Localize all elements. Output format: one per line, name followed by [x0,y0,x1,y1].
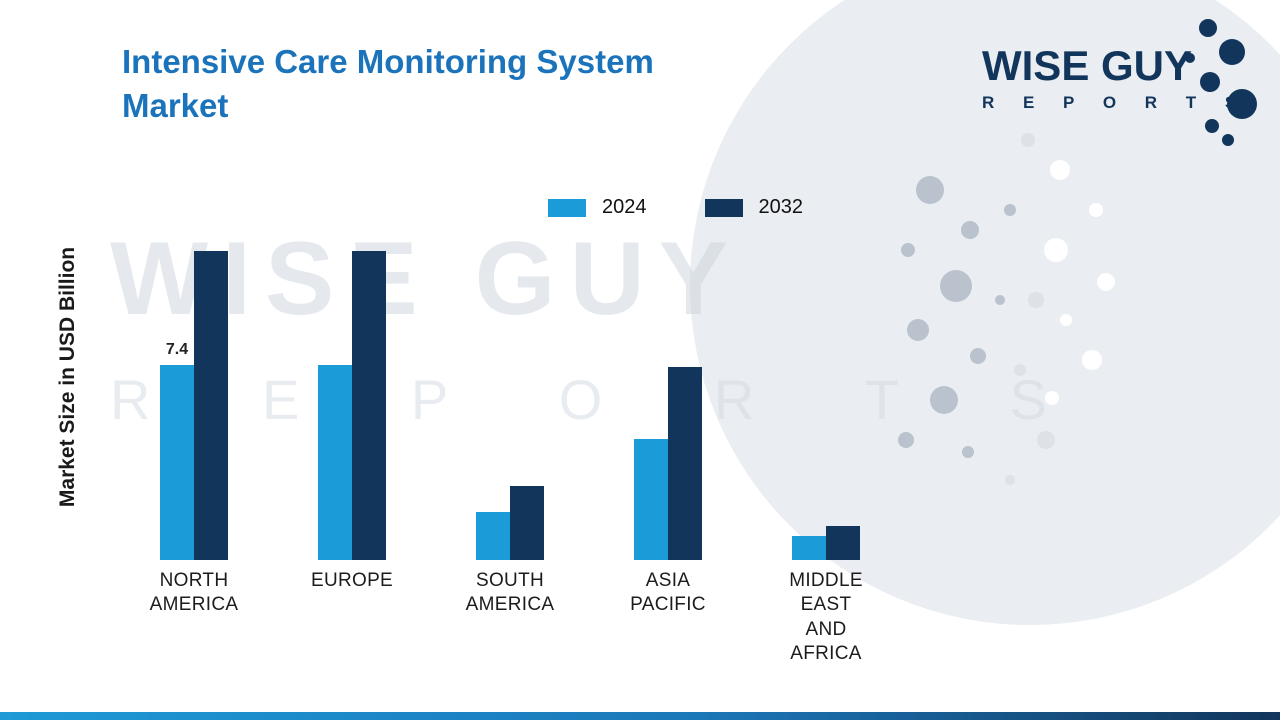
category-label: EUROPE [310,570,394,591]
legend: 2024 2032 [548,196,803,219]
bars: 7.4 [160,251,228,560]
bar-group-asia-pacific: ASIA PACIFIC [630,230,706,615]
legend-swatch-2032 [704,198,743,217]
page-title: Intensive Care Monitoring System Market [122,43,654,124]
bar-2024-europe [318,365,352,560]
category-label: NORTH AMERICA [149,570,239,616]
bars [634,367,702,560]
plot-area: 7.4 NORTH AMERICA EUROPE SOUTH AMERICA ASIA PAC… [115,230,905,664]
bar-group-north-america: 7.4 NORTH AMERICA [150,230,238,615]
watermark-reports-text: R E P O R T S [110,368,1096,431]
logo-wordmark: WISE GUY [982,42,1193,89]
bar-2032-asia-pacific [668,367,702,560]
bar-2032-middle-east-and-africa [826,526,860,560]
bar-value-label: 7.4 [165,341,189,358]
bar-2024-south-america [476,512,510,560]
bar-2032-south-america [510,486,544,560]
bar-2024-middle-east-and-africa [792,536,826,560]
bar-2024-asia-pacific [634,439,668,560]
bar-group-south-america: SOUTH AMERICA [466,230,554,615]
bar-2032-north-america [194,251,228,560]
bars [792,526,860,560]
legend-item-2024: 2024 [548,196,647,219]
y-axis-label: Market Size in USD Billion [56,246,79,508]
category-label: ASIA PACIFIC [630,570,706,616]
footer-accent-bar [0,712,1280,720]
legend-swatch-2024 [548,198,586,217]
bar-group-europe: EUROPE [311,230,393,591]
background-dots-decoration [898,19,1257,485]
logo-reports-text: R E P O R T S [982,93,1249,112]
bar-2032-europe [352,251,386,560]
bar-2024-north-america: 7.4 [160,341,194,560]
logo: WISE GUY R E P O R T S [982,42,1248,113]
bars [318,251,386,560]
background-face-shape [690,0,1280,625]
legend-label: 2032 [758,196,804,218]
legend-item-2032: 2032 [704,196,804,219]
category-label: MIDDLE EAST AND AFRICA [789,570,863,664]
category-label: SOUTH AMERICA [465,570,555,616]
bar-group-middle-east-and-africa: MIDDLE EAST AND AFRICA [789,230,862,664]
bars [476,486,544,560]
legend-label: 2024 [602,196,647,218]
